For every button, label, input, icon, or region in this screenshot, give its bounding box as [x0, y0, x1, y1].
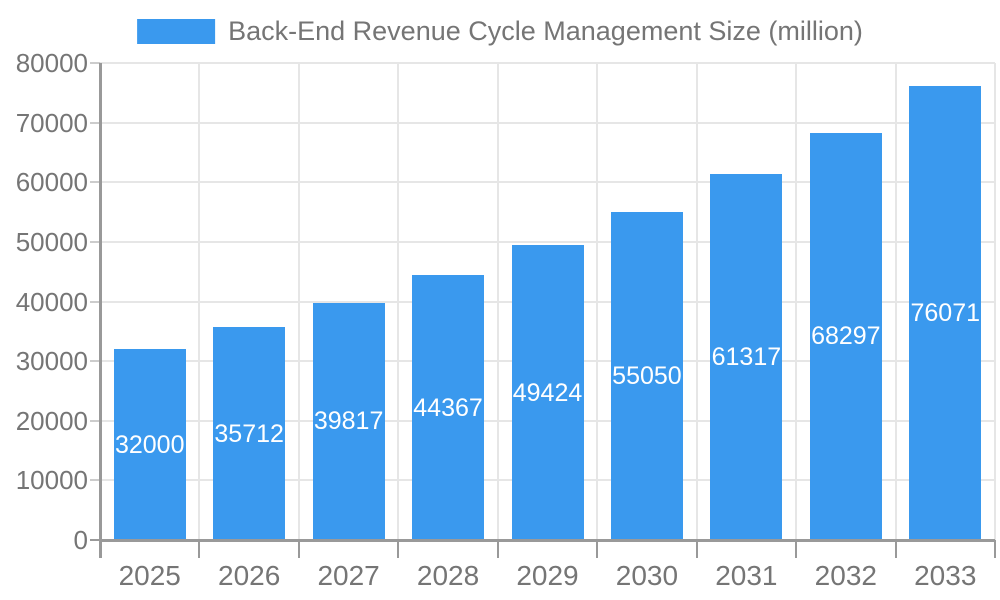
- y-axis-label: 10000: [15, 465, 88, 496]
- x-axis-tick: [297, 540, 300, 558]
- x-axis-tick: [795, 540, 798, 558]
- v-gridline: [297, 63, 300, 540]
- y-axis-tick: [90, 181, 100, 184]
- h-gridline: [100, 121, 995, 124]
- bar-value-label: 61317: [711, 343, 782, 372]
- y-axis-label: 70000: [15, 107, 88, 138]
- y-axis-tick: [90, 419, 100, 422]
- y-axis-label: 80000: [15, 48, 88, 78]
- x-axis-label: 2028: [416, 560, 480, 591]
- x-axis-line: [100, 538, 995, 542]
- bar-2027[interactable]: [312, 302, 385, 540]
- h-gridline: [100, 62, 995, 64]
- x-axis-tick: [695, 540, 698, 558]
- x-axis-tick: [496, 540, 499, 558]
- x-axis-tick: [994, 540, 996, 558]
- y-axis-tick: [90, 539, 100, 541]
- bar-2028[interactable]: [412, 275, 485, 540]
- bar-value-label: 35712: [214, 419, 284, 448]
- bar-value-label: 55050: [612, 361, 682, 390]
- y-axis-label: 60000: [15, 167, 88, 198]
- bar-value-label: 76071: [910, 299, 981, 328]
- bar-2033[interactable]: [909, 86, 982, 540]
- bar-2031[interactable]: [710, 174, 783, 540]
- y-axis-tick: [90, 360, 100, 363]
- y-axis-tick: [90, 62, 100, 64]
- y-axis-tick: [90, 300, 100, 303]
- bar-value-label: 68297: [811, 322, 881, 351]
- x-axis-label: 2031: [715, 560, 778, 591]
- y-axis-label: 30000: [15, 346, 88, 377]
- legend-swatch: [137, 19, 216, 44]
- y-axis-tick: [90, 240, 100, 243]
- y-axis-label: 0: [73, 525, 88, 555]
- y-axis-label: 50000: [15, 226, 88, 257]
- v-gridline: [695, 63, 698, 540]
- bar-value-label: 44367: [413, 393, 483, 422]
- y-axis-tick: [90, 479, 100, 482]
- x-axis-label: 2030: [615, 560, 679, 591]
- x-axis-tick: [596, 540, 599, 558]
- h-gridline: [100, 181, 995, 184]
- bar-value-label: 49424: [512, 378, 583, 407]
- bar-2032[interactable]: [809, 132, 882, 540]
- legend-title: Back-End Revenue Cycle Management Size (…: [228, 16, 863, 46]
- x-axis-tick: [397, 540, 400, 558]
- bar-2026[interactable]: [213, 327, 286, 540]
- bar-2025[interactable]: [113, 349, 186, 540]
- h-gridline: [100, 240, 995, 243]
- x-axis-tick: [894, 540, 897, 558]
- x-axis-label: 2027: [317, 560, 380, 591]
- v-gridline: [795, 63, 798, 540]
- x-axis-label: 2025: [118, 560, 181, 591]
- x-axis-label: 2026: [218, 560, 281, 591]
- v-gridline: [994, 63, 996, 540]
- legend[interactable]: Back-End Revenue Cycle Management Size (…: [137, 16, 863, 47]
- v-gridline: [596, 63, 599, 540]
- y-axis-line: [98, 63, 102, 558]
- bar-value-label: 39817: [313, 407, 384, 436]
- v-gridline: [496, 63, 499, 540]
- y-axis-tick: [90, 121, 100, 124]
- v-gridline: [397, 63, 400, 540]
- x-axis-label: 2033: [914, 560, 977, 591]
- x-axis-label: 2029: [516, 560, 579, 591]
- v-gridline: [198, 63, 201, 540]
- y-axis-label: 40000: [15, 286, 88, 317]
- bar-2030[interactable]: [610, 211, 683, 540]
- bar-2029[interactable]: [511, 245, 584, 540]
- x-axis-tick: [198, 540, 201, 558]
- bar-value-label: 32000: [114, 430, 185, 459]
- x-axis-label: 2032: [814, 560, 877, 591]
- y-axis-label: 20000: [15, 405, 88, 436]
- v-gridline: [894, 63, 897, 540]
